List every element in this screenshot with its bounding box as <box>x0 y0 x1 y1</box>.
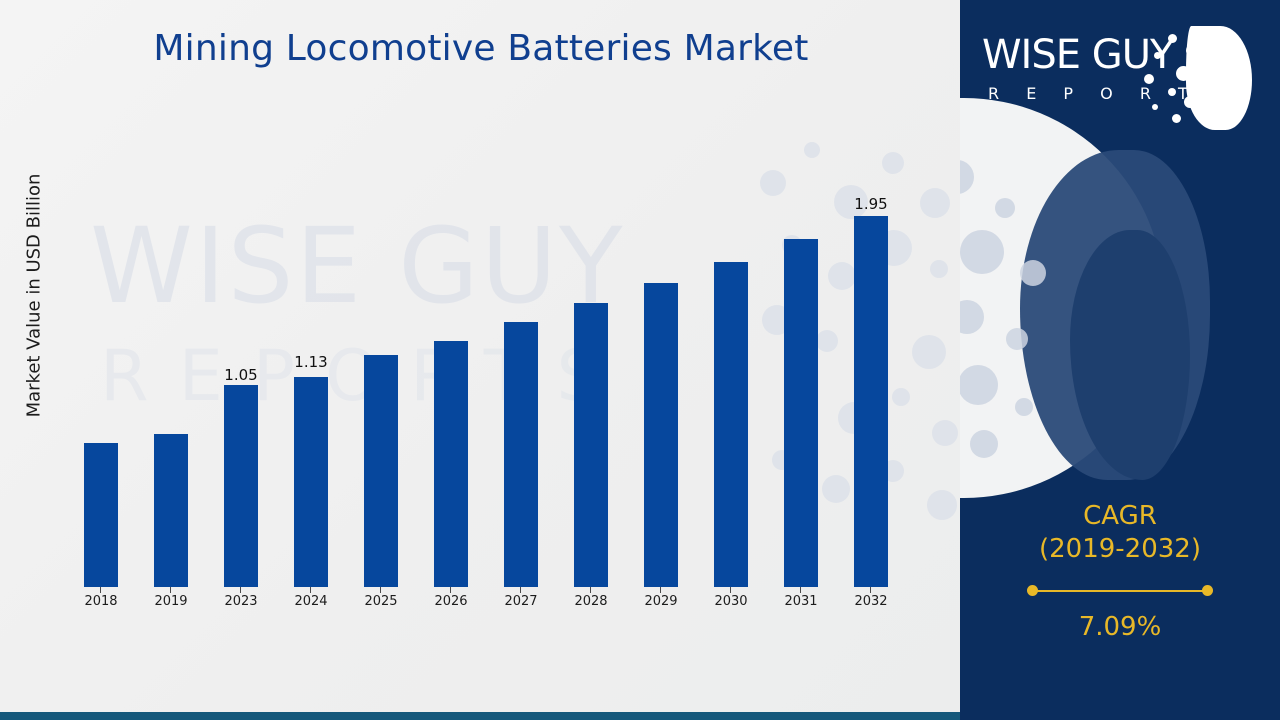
y-axis-label: Market Value in USD Billion <box>23 173 45 418</box>
bar-value-2032: 1.95 <box>854 195 888 213</box>
page-title: Mining Locomotive Batteries Market <box>153 28 809 69</box>
x-tick <box>730 587 731 593</box>
head-silhouette-inner-icon <box>1070 230 1190 480</box>
divider-dot-right <box>1202 585 1213 596</box>
x-tick-label-2023: 2023 <box>224 594 258 609</box>
cagr-divider <box>1027 585 1213 596</box>
x-tick <box>800 587 801 593</box>
x-tick-label-2026: 2026 <box>434 594 468 609</box>
x-tick <box>170 587 171 593</box>
x-tick <box>870 587 871 593</box>
bar-2029 <box>644 283 678 587</box>
x-tick <box>240 587 241 593</box>
cagr-label: CAGR <box>1083 501 1157 531</box>
x-tick <box>100 587 101 593</box>
x-tick-label-2030: 2030 <box>714 594 748 609</box>
x-tick-label-2025: 2025 <box>364 594 398 609</box>
x-tick-label-2031: 2031 <box>784 594 818 609</box>
bar-2023 <box>224 385 258 587</box>
x-tick <box>380 587 381 593</box>
x-tick <box>590 587 591 593</box>
x-tick <box>310 587 311 593</box>
panel-molecule-icon <box>960 150 1100 480</box>
bar-2027 <box>504 322 538 587</box>
bar-2025 <box>364 355 398 587</box>
bar-2018 <box>84 443 118 587</box>
x-tick-label-2018: 2018 <box>84 594 118 609</box>
x-tick-label-2024: 2024 <box>294 594 328 609</box>
x-tick-label-2028: 2028 <box>574 594 608 609</box>
brand-panel: WISE GUY R E P O R T S CAGR (2019-2032) <box>960 0 1280 720</box>
bar-2031 <box>784 239 818 587</box>
x-tick <box>660 587 661 593</box>
bar-chart: Market Value in USD Billion 1.05 1.13 1.… <box>23 173 888 609</box>
cagr-block: CAGR (2019-2032) 7.09% <box>960 500 1280 642</box>
bar-2030 <box>714 262 748 587</box>
x-tick-label-2019: 2019 <box>154 594 188 609</box>
bottom-accent-strip <box>0 712 962 720</box>
bar-2019 <box>154 434 188 587</box>
x-tick <box>520 587 521 593</box>
x-tick-label-2032: 2032 <box>854 594 888 609</box>
logo-dots-icon <box>1124 30 1214 130</box>
bar-2028 <box>574 303 608 587</box>
bar-value-2024: 1.13 <box>294 353 328 371</box>
logo-wordmark: WISE GUY <box>982 32 1174 78</box>
brand-logo[interactable]: WISE GUY R E P O R T S <box>974 26 1274 130</box>
bar-2026 <box>434 341 468 587</box>
x-tick-label-2029: 2029 <box>644 594 678 609</box>
logo-subtitle: R E P O R T S <box>988 84 1237 103</box>
x-tick <box>450 587 451 593</box>
bar-2032 <box>854 216 888 587</box>
bar-value-2023: 1.05 <box>224 366 258 384</box>
chart-panel: Mining Locomotive Batteries Market WISE … <box>0 0 962 712</box>
bar-2024 <box>294 377 328 587</box>
cagr-value: 7.09% <box>1078 612 1162 642</box>
cagr-range: (2019-2032) <box>1038 533 1201 564</box>
x-tick-label-2027: 2027 <box>504 594 538 609</box>
divider-line <box>1032 590 1208 592</box>
